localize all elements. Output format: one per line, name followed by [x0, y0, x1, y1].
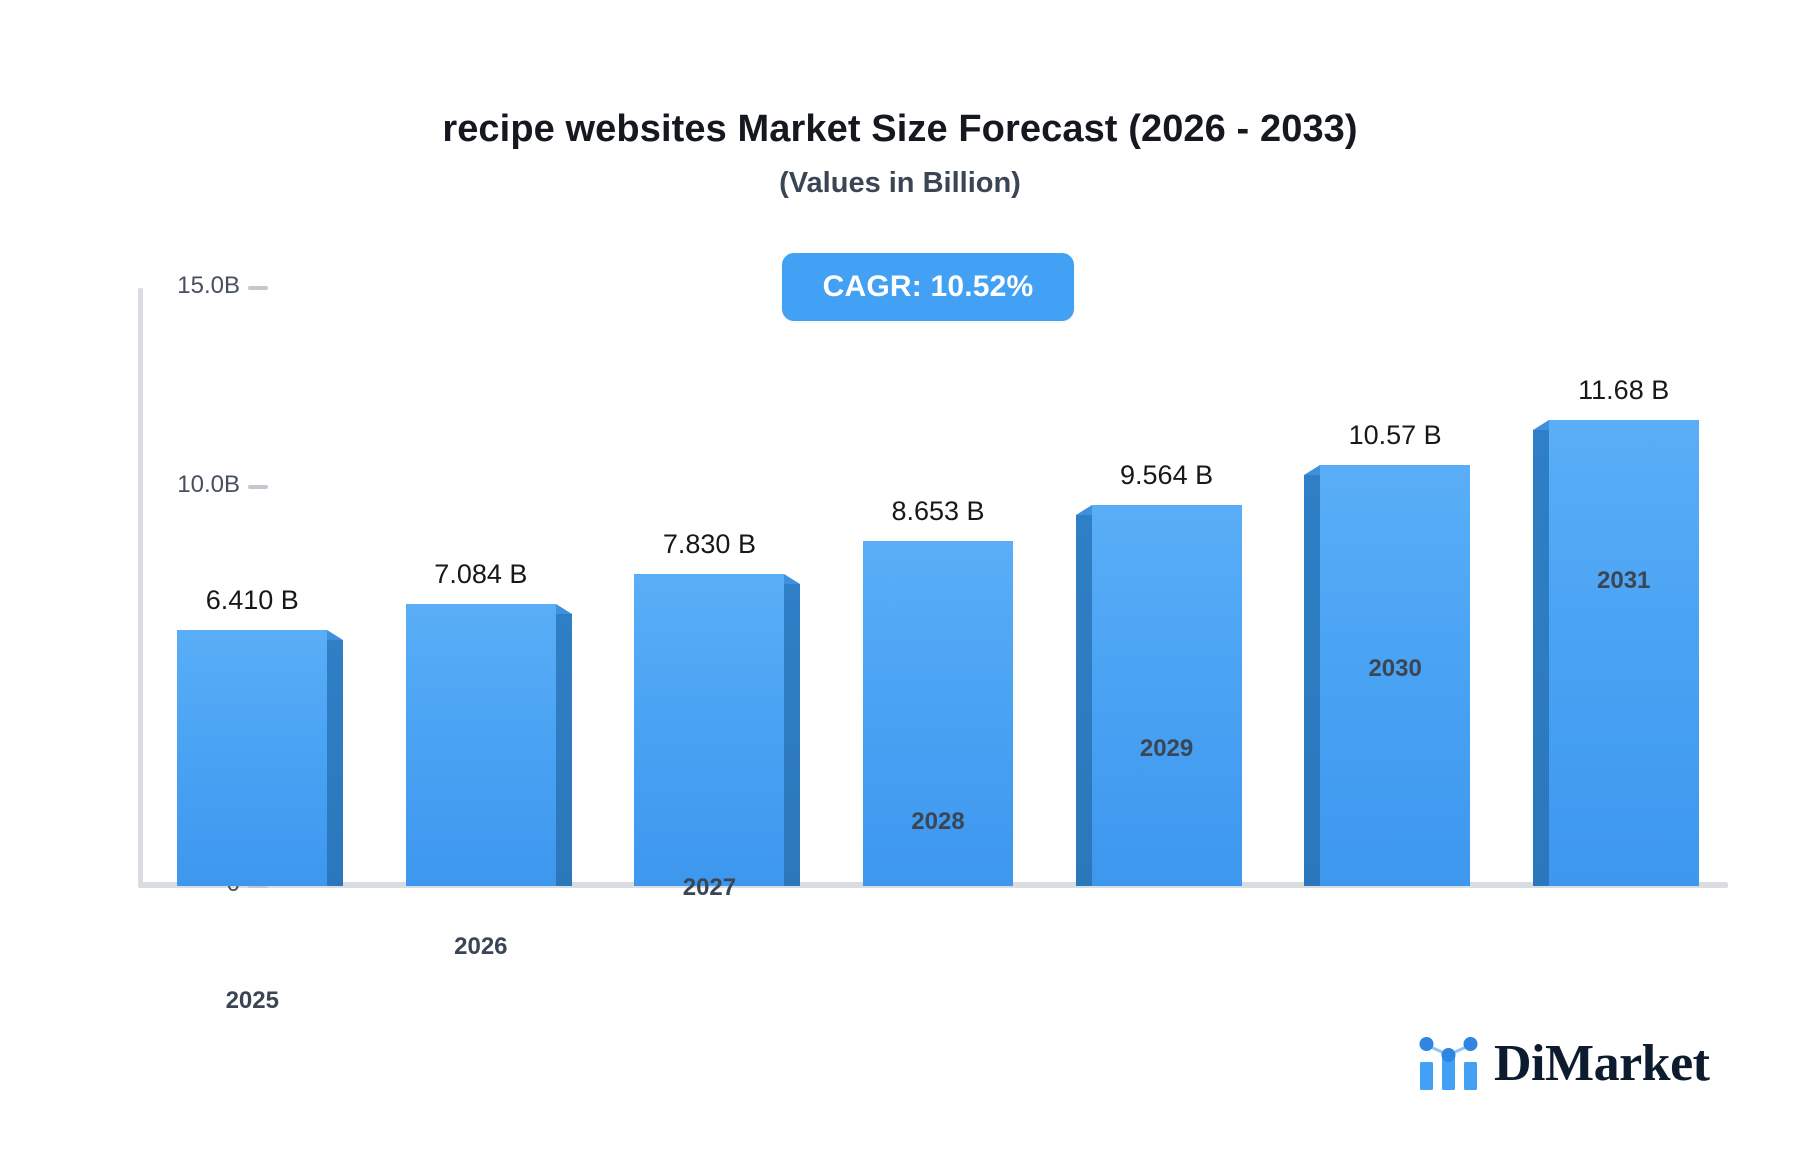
bar-top-bevel: [1532, 420, 1549, 431]
chart-subtitle: (Values in Billion): [779, 167, 1021, 199]
x-axis-label-2027: 2027: [682, 873, 737, 901]
bar-value-label: 11.68 B: [1578, 375, 1670, 406]
y-axis-tick-mark: [248, 884, 268, 888]
bar-face: [1548, 420, 1699, 886]
x-axis-label-2025: 2025: [225, 986, 279, 1014]
bar-top-bevel: [784, 573, 801, 584]
y-axis-tick-mark: [248, 286, 268, 290]
x-axis-label-2031: 2031: [1597, 566, 1651, 594]
bar-top-bevel: [1304, 464, 1321, 475]
dimarket-logo: DiMarket: [1418, 1035, 1710, 1092]
bar-2025[interactable]: 6.410 B 2025: [177, 585, 344, 1014]
bar-value-label: 9.564 B: [1120, 459, 1214, 490]
x-axis-label-2030: 2030: [1368, 655, 1422, 683]
bar-value-label: 6.410 B: [205, 585, 299, 616]
y-axis-line: [138, 288, 143, 886]
x-axis-label-2028: 2028: [911, 808, 965, 836]
x-axis-label-2029: 2029: [1139, 735, 1194, 763]
logo-wordmark: DiMarket: [1494, 1035, 1710, 1092]
bar-2027[interactable]: 7.830 B 2027: [634, 529, 801, 901]
bar-side-face: [1532, 430, 1549, 886]
bar-face: [405, 603, 556, 886]
bar-face: [1091, 504, 1242, 886]
bar-2030[interactable]: 10.57 B 2030: [1304, 420, 1471, 886]
bar-2026[interactable]: 7.084 B 2026: [405, 559, 572, 960]
bar-face: [863, 541, 1013, 886]
y-axis-tick-label: 15.0B: [177, 272, 240, 299]
page-title: recipe websites Market Size Forecast (20…: [442, 108, 1358, 150]
bar-face: [1320, 464, 1471, 886]
bar-chart-logo-icon: [1419, 1037, 1478, 1090]
bar-side-face: [327, 640, 344, 886]
bar-top-bevel: [327, 630, 344, 641]
bar-value-label: 7.830 B: [662, 528, 756, 559]
y-axis-tick-mark: [248, 485, 268, 490]
bar-face: [634, 573, 785, 886]
bar-2029[interactable]: 9.564 B 2029: [1075, 460, 1242, 886]
bar-top-bevel: [555, 603, 572, 614]
bar-side-face: [1075, 514, 1092, 886]
cagr-badge-label: CAGR: 10.52%: [822, 270, 1034, 303]
bar-value-label: 10.57 B: [1348, 419, 1442, 450]
bar-2028[interactable]: 8.653 B 2028: [863, 496, 1013, 886]
cagr-badge: CAGR: 10.52%: [782, 253, 1074, 321]
bar-side-face: [1304, 474, 1321, 886]
bar-side-face: [784, 583, 801, 886]
x-axis-label-2026: 2026: [454, 933, 508, 961]
bar-side-face: [555, 613, 572, 886]
bar-value-label: 7.084 B: [434, 558, 528, 589]
bar-face: [177, 630, 328, 886]
bar-value-label: 8.653 B: [891, 496, 985, 527]
y-axis-tick-label: 10.0B: [177, 471, 240, 499]
bar-2031[interactable]: 11.68 B 2031: [1532, 375, 1699, 886]
bar-top-bevel: [1075, 504, 1092, 515]
